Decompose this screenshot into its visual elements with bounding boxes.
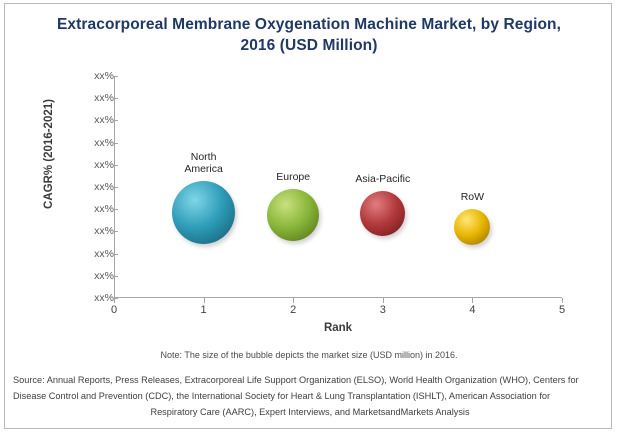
x-tick-label: 3 [379,304,386,316]
bubble-europe[interactable] [267,189,320,241]
y-tick-mark [114,98,118,100]
page-title: Extracorporeal Membrane Oxygenation Mach… [5,14,613,56]
chart-frame: Extracorporeal Membrane Oxygenation Mach… [4,3,612,429]
source-line-2: Disease Control and Prevention (CDC), th… [13,391,551,401]
y-tick-label: xx% [94,70,114,82]
bubble-row[interactable] [454,209,491,245]
y-tick-label: xx% [94,92,114,105]
y-tick-mark [114,76,118,77]
bubble-label-asia-pacific: Asia-Pacific [355,173,411,185]
chart-note: Note: The size of the bubble depicts the… [160,350,458,360]
source-line-1: Source: Annual Reports, Press Releases, … [13,375,579,385]
y-tick-mark [114,142,118,144]
y-tick-label: xx% [94,292,114,304]
y-tick-label: xx% [94,225,114,238]
x-tick-mark [382,298,384,303]
y-tick-mark [114,120,118,122]
y-tick-mark [114,253,118,255]
x-tick-label: 4 [469,304,476,316]
y-axis-title: CAGR% (2016-2021) [43,99,55,209]
bubble-asia-pacific[interactable] [360,191,406,236]
y-tick-mark [114,187,118,188]
x-tick-mark [562,298,563,303]
y-tick-label: xx% [94,247,114,260]
y-tick-label: xx% [94,203,114,216]
y-tick-label: xx% [94,181,114,193]
x-tick-label: 5 [558,304,566,316]
source-line-3: Respiratory Care (AARC), Expert Intervie… [150,407,470,417]
title-line-2: 2016 (USD Million) [240,37,378,54]
y-tick-mark [114,231,118,233]
x-tick-mark [203,298,205,303]
y-tick-mark [114,298,118,299]
y-tick-label: xx% [94,158,114,171]
y-tick-mark [114,209,118,211]
y-tick-mark [114,164,118,166]
chart-source: Source: Annual Reports, Press Releases, … [13,372,607,420]
bubble-north-america[interactable] [172,181,236,244]
x-tick-mark [472,298,474,303]
title-line-1: Extracorporeal Membrane Oxygenation Mach… [56,16,562,33]
x-tick-mark [293,298,295,303]
x-tick-label: 2 [290,304,297,316]
bubble-label-europe: Europe [276,171,311,183]
plot-area [114,76,562,298]
x-tick-label: 1 [200,304,207,316]
x-tick-mark [114,298,115,303]
y-tick-mark [114,275,118,277]
y-axis-ticks: xx% xx% xx% xx% xx% xx% xx% xx% xx% xx% xx% [70,71,114,304]
x-tick-label: 0 [110,304,118,316]
y-tick-label: xx% [94,114,114,127]
bubble-label-row: RoW [460,191,485,203]
x-axis-title: Rank [323,322,353,334]
y-tick-label: xx% [94,269,114,282]
bubble-label-north-america: North America [184,151,223,175]
y-tick-label: xx% [94,136,114,149]
bubble-chart: CAGR% (2016-2021) xx% xx% xx% xx% xx% xx% xx% x… [30,66,590,338]
